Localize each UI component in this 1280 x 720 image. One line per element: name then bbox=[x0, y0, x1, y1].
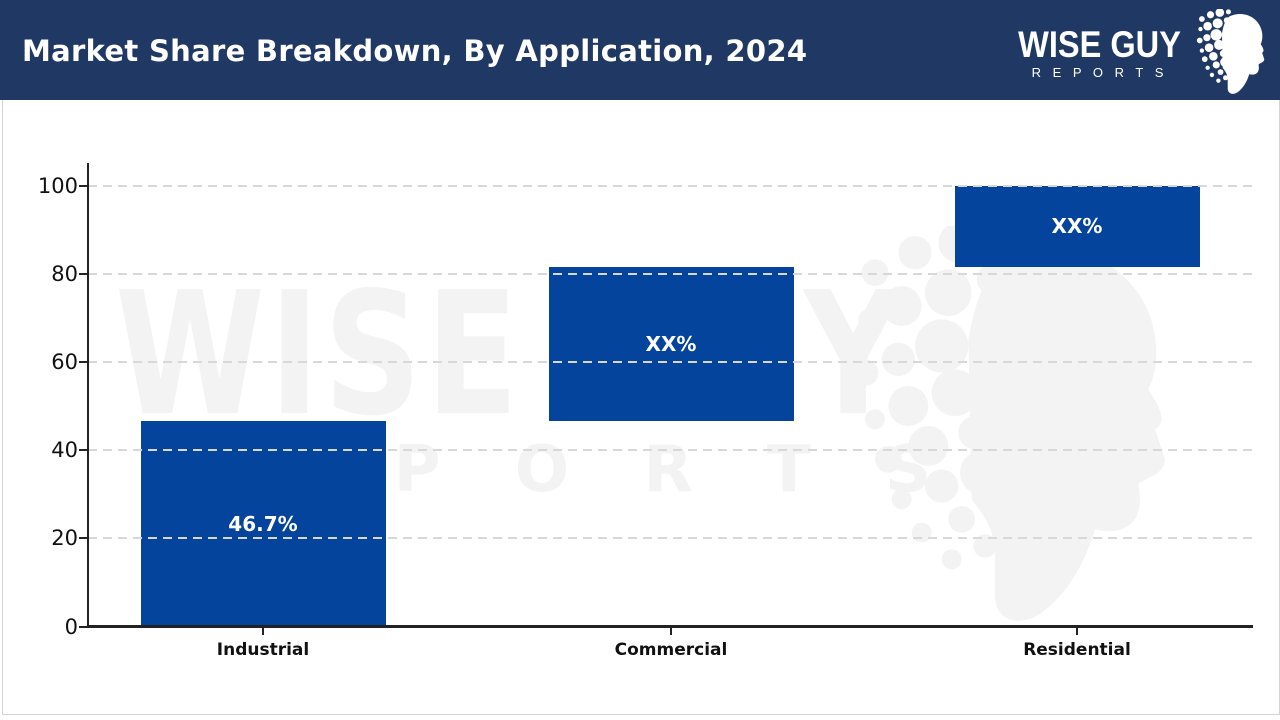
header-bar: Market Share Breakdown, By Application, … bbox=[0, 0, 1280, 100]
x-tick-mark bbox=[262, 627, 264, 635]
wiseguy-logo-text: WISE GUY R E P O R T S bbox=[1007, 26, 1192, 79]
gridline-20 bbox=[88, 537, 1253, 540]
y-tick-label: 100 bbox=[37, 173, 78, 198]
y-tick-mark bbox=[79, 449, 88, 452]
y-tick-label: 20 bbox=[51, 526, 78, 551]
x-tick-mark bbox=[670, 627, 672, 635]
logo-subtext: R E P O R T S bbox=[1031, 64, 1168, 80]
page-title: Market Share Breakdown, By Application, … bbox=[22, 34, 808, 68]
wiseguy-logo: WISE GUY R E P O R T S bbox=[1007, 6, 1268, 98]
bar-industrial bbox=[140, 420, 386, 627]
bar-commercial bbox=[548, 266, 794, 421]
x-category-label: Residential bbox=[1023, 640, 1131, 660]
gridline-60 bbox=[88, 361, 1253, 364]
x-category-label: Commercial bbox=[614, 640, 728, 660]
logo-wordmark: WISE GUY bbox=[1018, 23, 1181, 65]
gridline-40 bbox=[88, 449, 1253, 452]
y-tick-label: 0 bbox=[64, 614, 78, 639]
y-tick-mark bbox=[79, 361, 88, 364]
y-tick-mark bbox=[79, 272, 88, 275]
y-tick-mark bbox=[79, 625, 88, 628]
bar-value-label: XX% bbox=[645, 331, 697, 356]
x-category-label: Industrial bbox=[216, 640, 310, 660]
y-axis-line bbox=[87, 163, 89, 628]
x-tick-mark bbox=[1076, 627, 1078, 635]
x-axis-line bbox=[87, 625, 1253, 628]
y-tick-mark bbox=[79, 537, 88, 540]
gridline-100 bbox=[88, 184, 1253, 187]
bar-value-label: XX% bbox=[1051, 214, 1103, 239]
gridline-80 bbox=[88, 272, 1253, 275]
bar-value-label: 46.7% bbox=[228, 511, 298, 536]
y-tick-label: 80 bbox=[51, 261, 78, 286]
y-tick-mark bbox=[79, 184, 88, 187]
y-tick-label: 60 bbox=[51, 350, 78, 375]
y-tick-label: 40 bbox=[51, 438, 78, 463]
wiseguy-head-icon bbox=[1196, 9, 1268, 95]
